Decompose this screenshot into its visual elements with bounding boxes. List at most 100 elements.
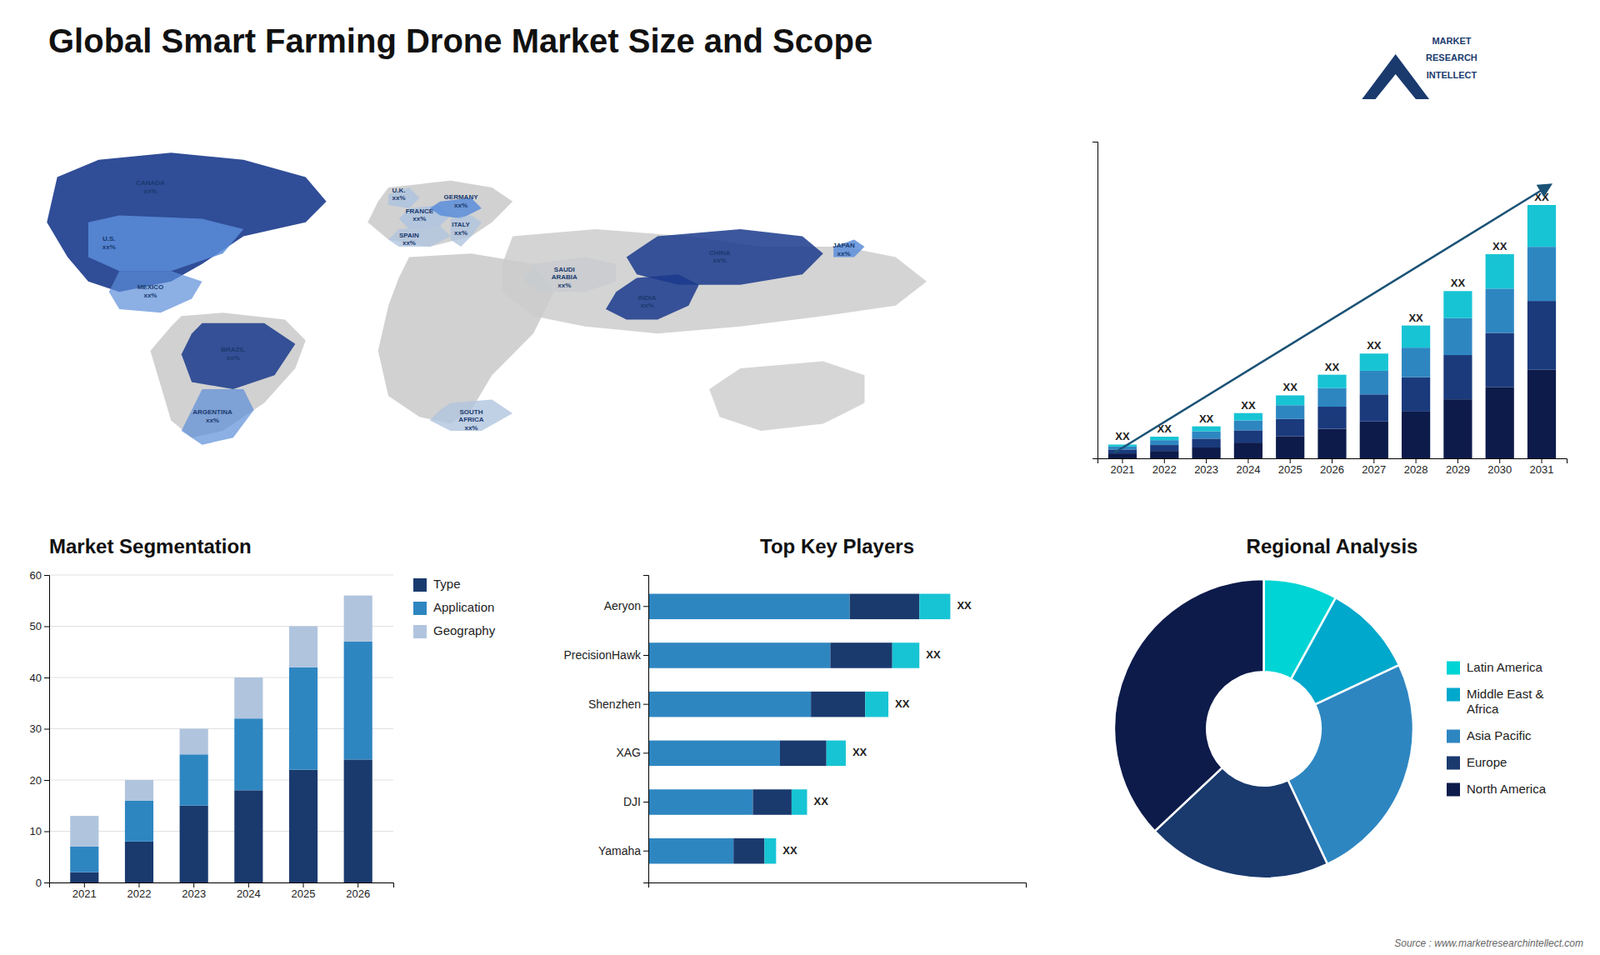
tick: Yamaha [598,844,649,858]
region-shape [450,215,482,247]
bar-segment [1191,438,1220,448]
x-axis [649,883,1027,889]
tick: 2023 [181,882,206,900]
region-shape [88,215,244,271]
legend-label-line: Asia Pacific [1466,727,1532,742]
country-label: JAPANxx% [832,241,855,258]
country-label-line: xx% [454,229,468,237]
tick-mark [643,801,649,803]
country-label-line: xx% [640,302,655,310]
tick: XAG [615,745,649,760]
bar-segment [648,740,780,767]
tick: 10 [30,825,50,838]
tick-label: 2025 [291,887,316,900]
country-label: SOUTHAFRICAxx% [458,408,484,432]
tick-mark [44,575,50,576]
tick-mark [643,850,649,852]
logo-shape [1361,54,1430,100]
country-label-line: xx% [464,424,478,432]
bar-segment [648,789,753,815]
tick-mark [1373,458,1375,464]
bar-segment [1275,405,1305,420]
tick-label: 2024 [236,887,261,900]
bar-label: XX [1450,276,1466,290]
tick-mark [643,752,649,754]
bars [1108,205,1556,459]
chart-title: Top Key Players [760,535,915,558]
legend-label-line: Africa [1466,700,1500,715]
tick: PrecisionHawk [563,648,649,662]
region-shape [46,152,326,292]
bar-segment [180,729,209,755]
bar-segment [1443,318,1472,355]
country-label-line: xx% [205,416,220,425]
logo-shape [1375,74,1415,100]
legend-item: Middle East &Africa [1446,685,1545,715]
x-axis: 2021202220232024202520262027202820292030… [1098,458,1568,476]
grid-line [49,830,394,832]
bar-segment [1485,332,1515,387]
tick-mark [44,831,50,833]
tick-label: 2031 [1530,463,1555,476]
country-label-line: ITALY [451,220,470,229]
legend-item: Latin America [1446,659,1544,675]
tick-label: 2030 [1487,463,1512,476]
bar-label: XX [925,648,941,661]
grid-line [49,728,394,730]
pie-chart: Regional AnalysisLatin AmericaMiddle Eas… [1114,535,1547,879]
legend-item: Europe [1446,754,1507,770]
bar-segment [1108,449,1137,454]
bar-segment [648,691,811,718]
y-axis: 0102030405060 [30,569,50,890]
country-label-line: xx% [226,354,240,362]
region-shape [181,389,255,445]
axis-line [1098,459,1568,465]
tick-label: 2022 [1152,463,1177,476]
bar-segment [70,872,99,883]
country-label-line: INDIA [638,294,657,302]
bar-segment [1527,205,1556,247]
country-label-line: xx% [402,240,416,248]
grid-line [49,677,394,679]
bar-segment [1150,450,1179,459]
tick-mark [643,704,649,705]
country-label-line: AFRICA [458,416,484,425]
bar-segment [1360,394,1389,421]
country-label-line: SOUTH [459,408,483,416]
tick-label: 2021 [72,887,97,900]
x-axis: 202120222023202420252026 [50,882,395,900]
tick: 20 [30,774,50,787]
legend-swatch [413,625,427,639]
country-label: U.K.xx% [392,186,406,203]
tick-mark [643,605,649,607]
bar-segment [125,841,154,883]
tick: 2030 [1487,458,1512,476]
region-shape [833,240,865,258]
bar-segment [826,740,846,767]
tick-mark [44,882,50,884]
grid-line [49,780,394,781]
legend-label: Geography [433,623,496,638]
bar-segment [125,800,154,842]
bar-segment [1401,325,1430,349]
tick-label: Yamaha [598,844,641,858]
bar-label: XX [1115,430,1130,443]
bar-segment [1443,355,1472,400]
source-note: Source : www.marketresearchintellect.com [1394,937,1584,950]
region-shape [709,361,865,431]
bar-segment [289,667,318,770]
legend-swatch [1446,756,1460,770]
legend-label-line: North America [1466,780,1547,795]
legend-item: Application [413,600,495,615]
tick-label: DJI [623,795,641,809]
country-label-line: xx% [713,256,727,265]
bar-labels: XXXXXXXXXXXXXXXXXXXXXX [1115,190,1550,443]
bar-segment [648,838,734,865]
country-label: CANADAxx% [135,179,165,195]
legend-label: North America [1466,780,1547,795]
country-label-line: xx% [557,281,571,290]
tick: 0 [35,876,50,890]
country-label-line: xx% [143,291,157,300]
country-label: ITALYxx% [451,220,470,237]
bar-segment [1401,347,1430,377]
